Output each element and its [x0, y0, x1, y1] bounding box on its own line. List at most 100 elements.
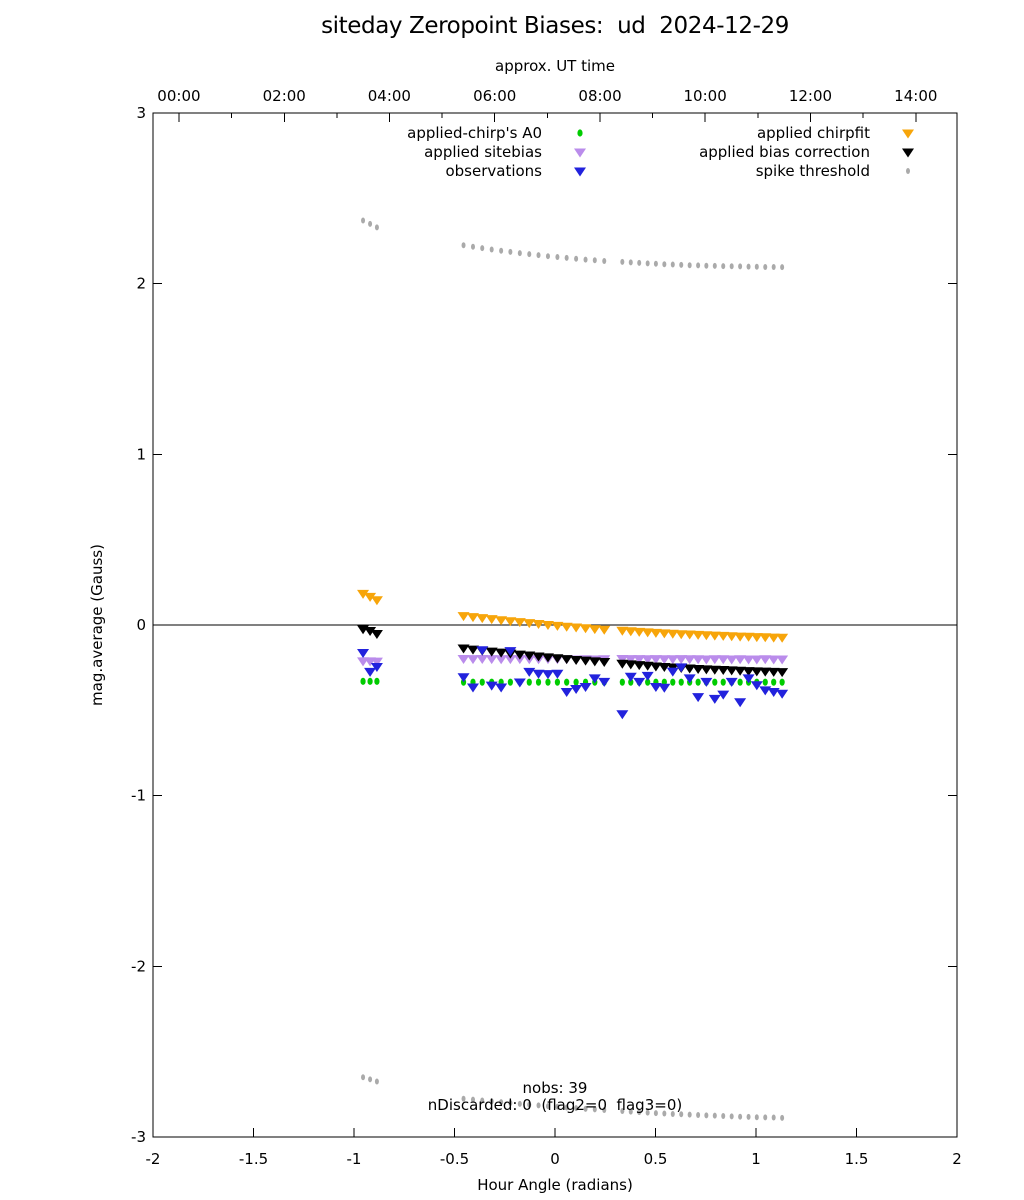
data-point [658, 662, 671, 672]
data-point [704, 1112, 709, 1119]
data-point [466, 683, 479, 693]
y-tick-label: 3 [136, 104, 146, 122]
ut-tick-label: 12:00 [789, 87, 832, 105]
data-point [579, 682, 592, 692]
data-point [555, 1103, 560, 1110]
x-tick-label: -1.5 [239, 1150, 268, 1168]
data-point [485, 681, 498, 691]
annotation-nobs: nobs: 39 [522, 1078, 588, 1097]
series-applied-bias-correction [357, 625, 789, 678]
data-point [725, 655, 738, 665]
x-tick-label: -2 [146, 1150, 161, 1168]
data-point [579, 656, 592, 666]
data-point [532, 619, 545, 629]
data-point [628, 259, 633, 266]
data-point [683, 664, 696, 674]
data-point [364, 626, 377, 636]
legend-label-applied-chirpfit: applied chirpfit [756, 124, 870, 142]
data-point [683, 630, 696, 640]
data-point [902, 129, 914, 139]
data-point [370, 662, 383, 672]
y-tick-label: -3 [131, 1128, 146, 1146]
data-point [457, 654, 470, 664]
data-point [708, 631, 721, 641]
data-point [577, 129, 583, 137]
data-point [776, 689, 789, 699]
data-point [532, 669, 545, 679]
data-point [523, 651, 536, 661]
data-point [554, 678, 561, 686]
data-point [675, 630, 688, 640]
data-point [750, 681, 763, 691]
series-applied-chirp-s-a0 [360, 677, 785, 686]
data-point [675, 655, 688, 665]
series-observations [357, 646, 789, 720]
data-point [754, 1114, 759, 1121]
data-point [666, 667, 679, 677]
ut-tick-label: 08:00 [578, 87, 621, 105]
data-point [683, 674, 696, 684]
data-point [370, 596, 383, 606]
data-point [678, 678, 684, 686]
data-point [507, 678, 513, 686]
data-point [466, 655, 479, 665]
data-point [633, 677, 646, 687]
data-point [759, 633, 772, 643]
data-point [360, 677, 366, 685]
data-point [588, 625, 601, 635]
y-tick-label: -1 [131, 787, 146, 805]
data-point [624, 660, 637, 670]
data-point [588, 657, 601, 667]
data-point [535, 678, 542, 686]
data-point [624, 627, 637, 637]
data-point [780, 1114, 785, 1121]
data-point [746, 263, 751, 270]
data-point [476, 646, 489, 656]
data-point [457, 673, 470, 683]
data-point [742, 655, 755, 665]
data-point [624, 655, 637, 665]
data-point [637, 259, 642, 266]
data-point [616, 654, 629, 664]
data-point [457, 612, 470, 622]
data-point [598, 625, 611, 635]
data-point [725, 666, 738, 676]
data-point [545, 253, 550, 260]
data-point [495, 616, 508, 626]
data-point [696, 262, 701, 269]
data-point [508, 248, 513, 255]
data-point [712, 262, 717, 269]
data-point [551, 621, 564, 631]
data-point [579, 624, 592, 634]
data-point [367, 677, 373, 685]
data-point [560, 622, 573, 632]
data-point [541, 620, 554, 630]
data-point [466, 613, 479, 623]
data-point [574, 255, 579, 262]
ut-tick-label: 06:00 [473, 87, 516, 105]
data-point [641, 628, 654, 638]
data-point [485, 615, 498, 625]
data-point [717, 631, 730, 641]
ut-tick-label: 00:00 [157, 87, 200, 105]
data-point [734, 698, 747, 708]
legend-label-applied-chirps-a0: applied-chirp's A0 [407, 124, 542, 142]
data-point [541, 653, 554, 663]
data-point [485, 647, 498, 657]
ut-tick-label: 10:00 [684, 87, 727, 105]
data-point [687, 262, 692, 269]
data-point [564, 254, 569, 261]
data-point [729, 1113, 734, 1120]
data-point [523, 667, 536, 677]
data-point [712, 678, 718, 686]
data-point [364, 667, 377, 677]
data-point [692, 665, 705, 675]
y-tick-label: 2 [136, 275, 146, 293]
data-point [499, 1099, 504, 1106]
data-point [588, 674, 601, 684]
data-point [734, 655, 747, 665]
data-point [641, 655, 654, 665]
data-point [738, 263, 743, 270]
data-point [725, 677, 738, 687]
x-tick-label: 2 [952, 1150, 962, 1168]
